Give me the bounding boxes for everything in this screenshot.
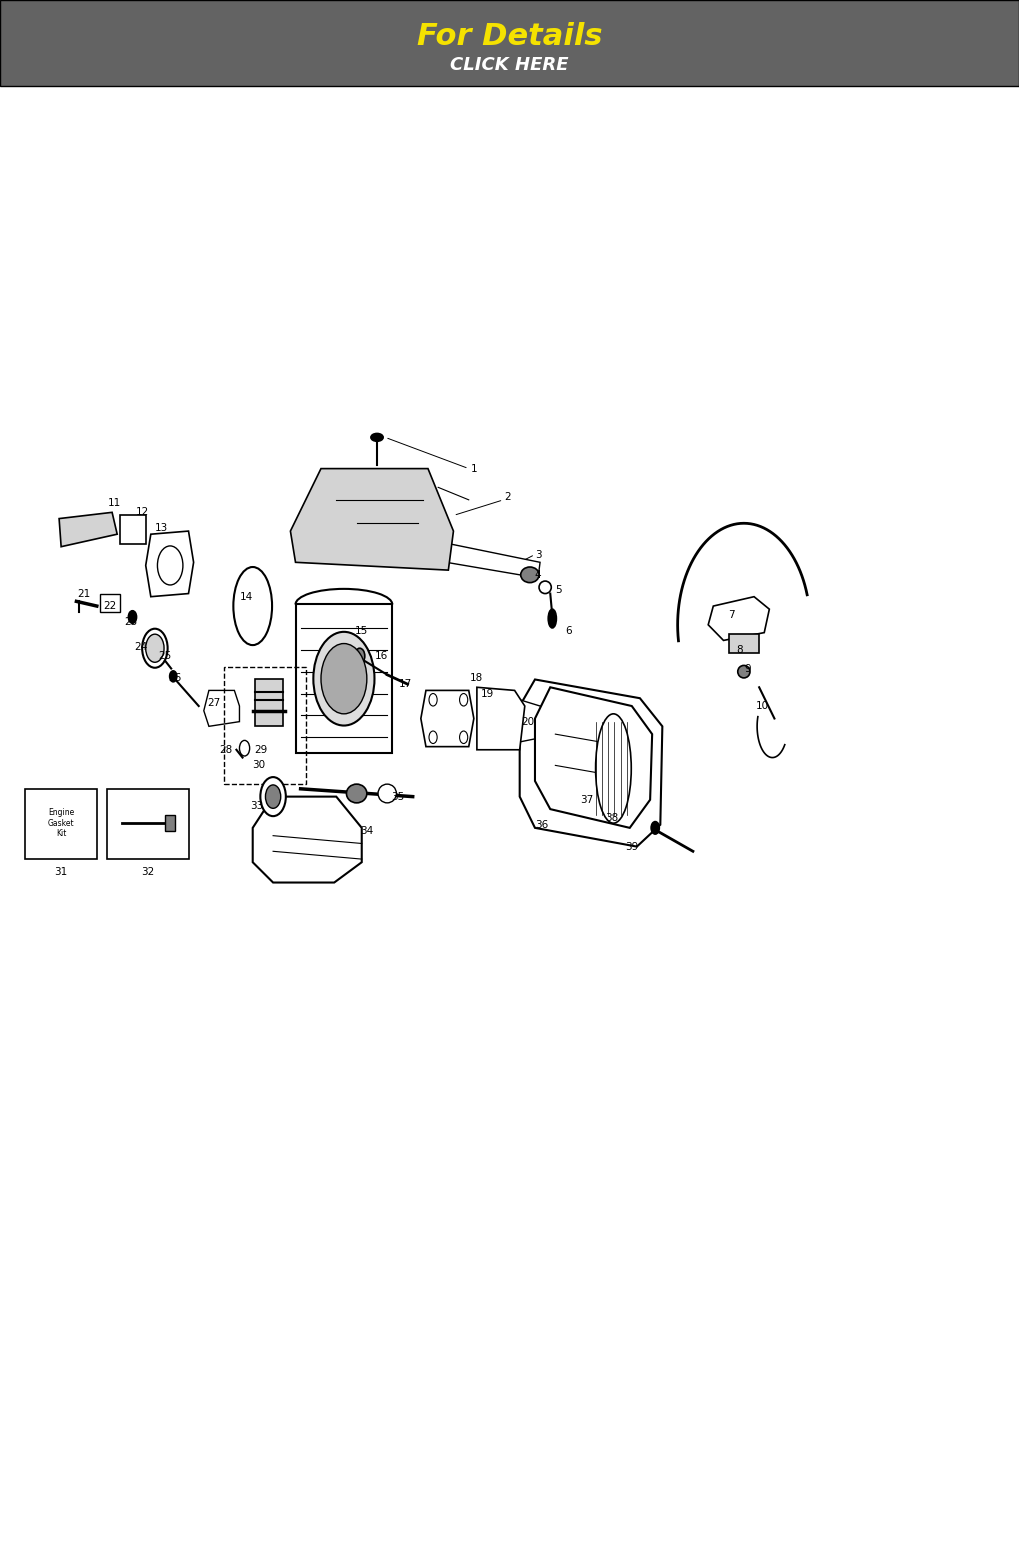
Bar xyxy=(120,515,146,544)
Text: 17: 17 xyxy=(398,679,413,689)
Text: 37: 37 xyxy=(580,795,594,804)
Text: 22: 22 xyxy=(103,601,117,611)
Text: 10: 10 xyxy=(756,701,768,711)
Ellipse shape xyxy=(595,714,631,823)
Text: 32: 32 xyxy=(141,867,155,876)
Bar xyxy=(729,634,759,653)
Bar xyxy=(296,604,392,753)
Ellipse shape xyxy=(313,631,374,725)
Ellipse shape xyxy=(651,822,659,834)
Text: 33: 33 xyxy=(250,801,264,811)
Bar xyxy=(165,815,175,831)
Bar xyxy=(25,789,97,859)
Text: 23: 23 xyxy=(123,617,138,626)
Ellipse shape xyxy=(378,784,396,803)
Text: 24: 24 xyxy=(133,642,148,651)
Text: 11: 11 xyxy=(107,498,121,508)
Text: 7: 7 xyxy=(729,611,735,620)
Polygon shape xyxy=(535,687,652,828)
Text: 25: 25 xyxy=(158,651,172,661)
Text: 5: 5 xyxy=(555,586,561,595)
Ellipse shape xyxy=(371,434,383,442)
Polygon shape xyxy=(520,700,558,742)
Bar xyxy=(107,789,189,859)
Polygon shape xyxy=(708,597,769,640)
Ellipse shape xyxy=(128,611,137,623)
Ellipse shape xyxy=(521,567,539,583)
Text: 38: 38 xyxy=(604,814,619,823)
Text: 29: 29 xyxy=(254,745,268,754)
Ellipse shape xyxy=(142,629,167,669)
Text: 28: 28 xyxy=(219,745,233,754)
Ellipse shape xyxy=(321,644,367,714)
Text: CLICK HERE: CLICK HERE xyxy=(450,56,569,75)
Text: 4: 4 xyxy=(535,570,541,580)
Text: 30: 30 xyxy=(253,761,265,770)
Text: 13: 13 xyxy=(154,523,168,533)
Text: 18: 18 xyxy=(470,673,484,683)
Text: 26: 26 xyxy=(168,673,182,683)
FancyBboxPatch shape xyxy=(0,0,1019,86)
Text: 12: 12 xyxy=(136,508,150,517)
Text: 31: 31 xyxy=(54,867,68,876)
Polygon shape xyxy=(421,690,474,747)
Text: 19: 19 xyxy=(480,689,494,698)
Text: 3: 3 xyxy=(535,550,541,559)
Ellipse shape xyxy=(355,648,365,664)
Text: 2: 2 xyxy=(504,492,511,501)
Bar xyxy=(255,679,283,726)
Polygon shape xyxy=(146,531,194,597)
Text: 27: 27 xyxy=(207,698,221,708)
Ellipse shape xyxy=(548,609,556,628)
Text: 20: 20 xyxy=(522,717,534,726)
Text: Engine
Gasket
Kit: Engine Gasket Kit xyxy=(48,808,74,839)
Text: 21: 21 xyxy=(76,589,91,598)
Bar xyxy=(100,594,120,612)
Ellipse shape xyxy=(146,634,164,662)
Text: 35: 35 xyxy=(390,792,405,801)
Text: 39: 39 xyxy=(625,842,639,851)
Text: 16: 16 xyxy=(374,651,388,661)
Text: 36: 36 xyxy=(535,820,549,829)
Ellipse shape xyxy=(346,784,367,803)
Text: 6: 6 xyxy=(566,626,572,636)
Ellipse shape xyxy=(261,778,285,815)
Text: 1: 1 xyxy=(471,464,477,473)
Text: 14: 14 xyxy=(239,592,254,601)
Polygon shape xyxy=(520,679,662,847)
Text: 34: 34 xyxy=(360,826,374,836)
Polygon shape xyxy=(204,690,239,726)
Ellipse shape xyxy=(169,672,177,683)
Ellipse shape xyxy=(233,567,272,645)
Polygon shape xyxy=(253,797,362,883)
Ellipse shape xyxy=(265,784,281,809)
Text: 15: 15 xyxy=(355,626,369,636)
Ellipse shape xyxy=(738,665,750,678)
Text: For Details: For Details xyxy=(417,22,602,50)
Polygon shape xyxy=(446,544,540,578)
Polygon shape xyxy=(59,512,117,547)
Text: 8: 8 xyxy=(737,645,743,654)
Text: 9: 9 xyxy=(745,664,751,673)
Bar xyxy=(224,667,306,784)
Polygon shape xyxy=(290,469,453,570)
Polygon shape xyxy=(477,687,525,750)
